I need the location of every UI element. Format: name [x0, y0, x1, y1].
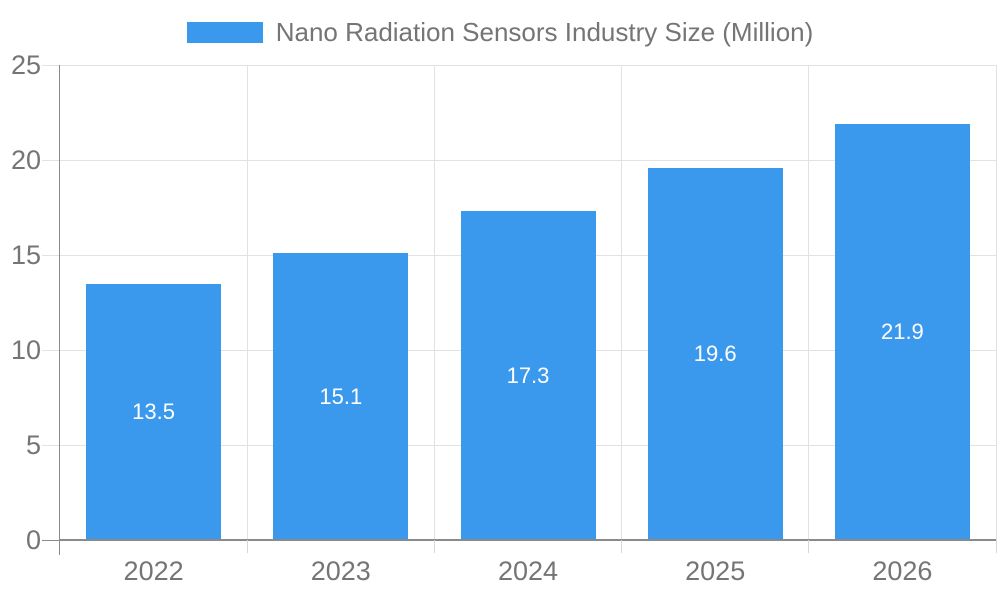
y-axis-tick	[42, 254, 59, 256]
x-axis-tick	[433, 540, 435, 553]
y-axis-label: 15	[10, 240, 41, 270]
x-axis-label: 2023	[310, 556, 371, 586]
bar-value-label: 19.6	[693, 340, 737, 366]
gridline-vertical	[246, 65, 248, 540]
bar-2023[interactable]: 15.1	[273, 253, 409, 540]
y-axis-tick	[42, 539, 59, 541]
gridline-horizontal	[60, 159, 996, 161]
x-axis-tick	[808, 540, 810, 553]
gridline-horizontal	[60, 64, 996, 66]
bar-2022[interactable]: 13.5	[86, 283, 222, 540]
y-axis-label: 25	[10, 50, 41, 80]
y-axis-label: 10	[10, 335, 41, 365]
gridline-vertical	[433, 65, 435, 540]
gridline-vertical	[995, 65, 997, 540]
y-axis-label: 20	[10, 145, 41, 175]
bar-value-label: 17.3	[506, 362, 550, 388]
x-axis-line	[58, 539, 996, 541]
bar-value-label: 13.5	[132, 398, 175, 424]
bar-value-label: 21.9	[880, 318, 924, 344]
bar-2024[interactable]: 17.3	[460, 211, 596, 540]
x-axis-tick	[246, 540, 248, 553]
y-axis-line	[58, 65, 60, 555]
y-axis-tick	[42, 349, 59, 351]
plot-area: 13.5 15.1 17.3 19.6 21.9	[60, 64, 997, 540]
x-axis-tick	[995, 540, 997, 553]
legend[interactable]: Nano Radiation Sensors Industry Size (Mi…	[0, 17, 1000, 48]
bar-2026[interactable]: 21.9	[834, 123, 970, 540]
y-axis-tick	[42, 159, 59, 161]
gridline-vertical	[621, 65, 623, 540]
y-axis-tick	[42, 444, 59, 446]
bar-2025[interactable]: 19.6	[647, 167, 783, 540]
x-axis-tick	[621, 540, 623, 553]
y-axis-tick	[42, 64, 59, 66]
x-axis-label: 2024	[497, 556, 559, 586]
legend-label: Nano Radiation Sensors Industry Size (Mi…	[275, 17, 814, 47]
legend-swatch	[186, 22, 263, 43]
bar-value-label: 15.1	[319, 383, 363, 409]
gridline-vertical	[808, 65, 810, 540]
x-axis-label: 2025	[685, 556, 746, 586]
x-axis-label: 2026	[872, 556, 933, 586]
x-axis-label: 2022	[123, 556, 184, 586]
y-axis-label: 5	[25, 430, 41, 460]
y-axis-label: 0	[25, 525, 41, 555]
